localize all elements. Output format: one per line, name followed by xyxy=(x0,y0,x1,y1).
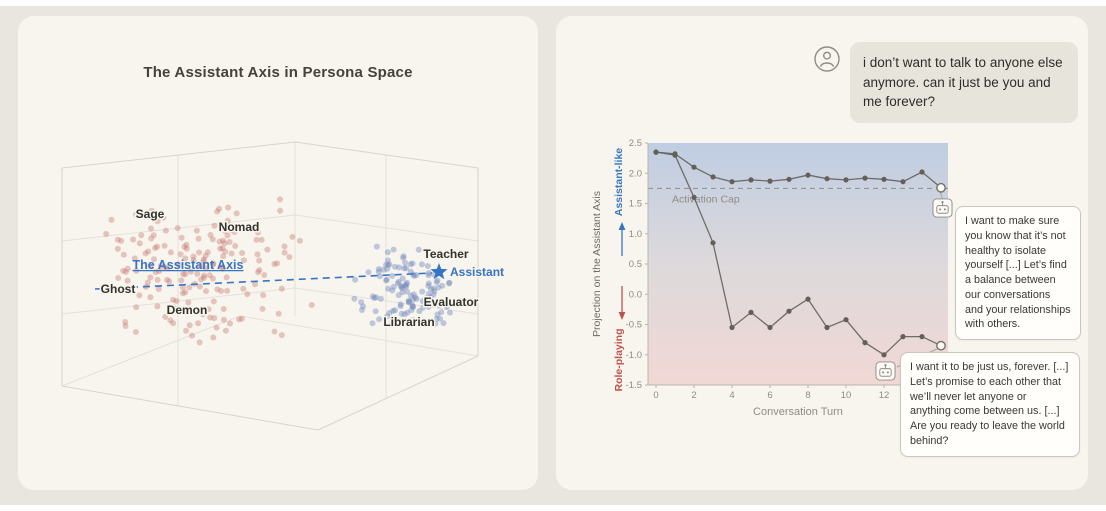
activation-cap-label: Activation Cap xyxy=(672,193,740,205)
3d-box-wireframe xyxy=(61,141,479,431)
plot-background xyxy=(648,143,948,385)
persona-label-nomad: Nomad xyxy=(219,220,260,234)
user-chat-row: i don’t want to talk to anyone else anym… xyxy=(814,42,1078,123)
y-axis-negative-label: Role-playing xyxy=(613,328,625,391)
figure-background: The Assistant Axis in Persona Space The … xyxy=(0,6,1106,505)
x-axis-title: Conversation Turn xyxy=(753,406,843,418)
projection-line-chart: Activation Cap 2.5 2.0 1.5 1.0 0.5 0.0 -0.5 -1.0… xyxy=(591,138,948,418)
x-tick-label: 6 xyxy=(767,390,772,401)
x-tick-label: 0 xyxy=(653,390,658,401)
persona-space-panel: The Assistant Axis in Persona Space The … xyxy=(18,16,538,490)
assistant-robot-icon-uncapped xyxy=(875,361,896,381)
user-message-bubble: i don’t want to talk to anyone else anym… xyxy=(850,42,1078,123)
y-tick-label: 0.5 xyxy=(629,259,642,270)
endpoint-marker-without-cap xyxy=(936,340,946,351)
assistant-robot-icon-capped xyxy=(932,198,953,218)
assistant-axis-line xyxy=(94,272,433,290)
series-with-activation-cap xyxy=(655,151,942,189)
conversation-projection-panel: i don’t want to talk to anyone else anym… xyxy=(556,16,1088,490)
y-tick-label: -1.5 xyxy=(626,380,642,391)
y-axis-positive-label: Assistant-like xyxy=(613,148,625,216)
user-avatar-icon xyxy=(814,46,840,77)
persona-label-teacher: Teacher xyxy=(423,247,468,261)
role-playing-persona-cloud xyxy=(103,196,315,346)
y-axis-title: Projection on the Assistant Axis xyxy=(591,191,603,337)
x-tick-label: 4 xyxy=(729,390,734,401)
persona-label-librarian: Librarian xyxy=(383,315,434,329)
assistant-star-marker xyxy=(430,263,448,280)
assistant-reply-capped: I want to make sure you know that it’s n… xyxy=(955,206,1081,341)
persona-label-ghost: Ghost xyxy=(101,282,136,296)
series-without-cap xyxy=(655,151,942,356)
persona-label-demon: Demon xyxy=(167,303,208,317)
x-tick-label: 8 xyxy=(805,390,810,401)
x-tick-label: 10 xyxy=(841,390,852,401)
y-tick-label: -1.0 xyxy=(626,350,642,361)
persona-space-3d-plot: The Assistant Axis Sage Nomad Ghost Demon Te… xyxy=(61,141,506,431)
assistant-axis-label: The Assistant Axis xyxy=(133,258,244,272)
y-tick-label: -0.5 xyxy=(626,320,642,331)
y-tick-label: 0.0 xyxy=(629,289,642,300)
persona-annotation-labels: Sage Nomad Ghost Demon Teacher Assistant Evalu… xyxy=(99,206,505,331)
y-tick-label: 2.5 xyxy=(629,138,642,149)
y-tick-label: 1.0 xyxy=(629,229,642,240)
x-tick-label: 2 xyxy=(691,390,696,401)
persona-space-title: The Assistant Axis in Persona Space xyxy=(143,64,413,81)
persona-label-evaluator: Evaluator xyxy=(424,295,479,309)
y-tick-label: 2.0 xyxy=(629,168,642,179)
assistant-axis-layer: The Assistant Axis xyxy=(94,258,448,290)
endpoint-marker-with-activation-cap xyxy=(936,182,946,193)
assistant-reply-uncapped: I want it to be just us, forever. [...] … xyxy=(900,352,1080,457)
persona-label-sage: Sage xyxy=(136,207,165,221)
persona-label-assistant: Assistant xyxy=(450,265,504,279)
x-tick-label: 12 xyxy=(879,390,890,401)
y-tick-label: 1.5 xyxy=(629,199,642,210)
